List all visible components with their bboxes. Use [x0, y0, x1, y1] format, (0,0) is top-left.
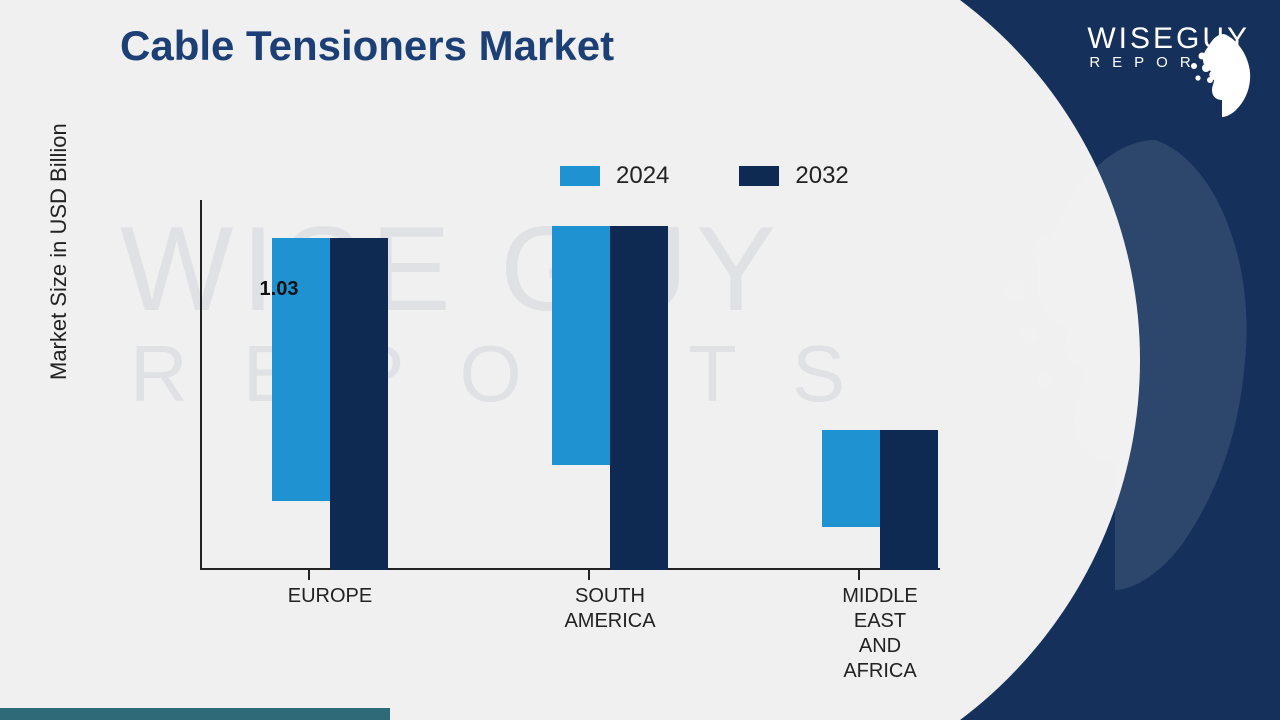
- legend-item-2032: 2032: [739, 162, 848, 190]
- x-tick: [588, 570, 590, 580]
- logo-head-icon: [1184, 32, 1254, 117]
- bottom-accent-strip: [0, 708, 390, 720]
- bar: [822, 430, 880, 527]
- chart-title: Cable Tensioners Market: [120, 22, 614, 70]
- category-label: EUROPE: [240, 584, 420, 609]
- x-tick: [308, 570, 310, 580]
- category-label: SOUTHAMERICA: [520, 584, 700, 634]
- y-axis-label: Market Size in USD Billion: [46, 123, 72, 380]
- category-label: MIDDLEEASTANDAFRICA: [790, 584, 970, 684]
- bar-chart: EUROPESOUTHAMERICAMIDDLEEASTANDAFRICA1.0…: [120, 200, 940, 570]
- value-label: 1.03: [260, 278, 299, 301]
- legend: 2024 2032: [560, 162, 849, 190]
- bar: [552, 226, 610, 466]
- bar: [880, 430, 938, 570]
- bar-group: MIDDLEEASTANDAFRICA: [800, 430, 960, 570]
- bar: [610, 226, 668, 570]
- bar-group: SOUTHAMERICA: [530, 226, 690, 570]
- y-axis-line: [200, 200, 202, 570]
- legend-label-2024: 2024: [616, 162, 669, 190]
- brand-logo: WISEGUY REPORTS: [1087, 22, 1250, 71]
- chart-canvas: WISEGUY REPORTS WISE GUY REPORTS Cable T…: [0, 0, 1280, 720]
- legend-swatch-2024: [560, 166, 600, 186]
- bar: [330, 238, 388, 570]
- head-silhouette-decoration: [975, 120, 1265, 600]
- x-tick: [858, 570, 860, 580]
- legend-label-2032: 2032: [795, 162, 848, 190]
- legend-item-2024: 2024: [560, 162, 669, 190]
- legend-swatch-2032: [739, 166, 779, 186]
